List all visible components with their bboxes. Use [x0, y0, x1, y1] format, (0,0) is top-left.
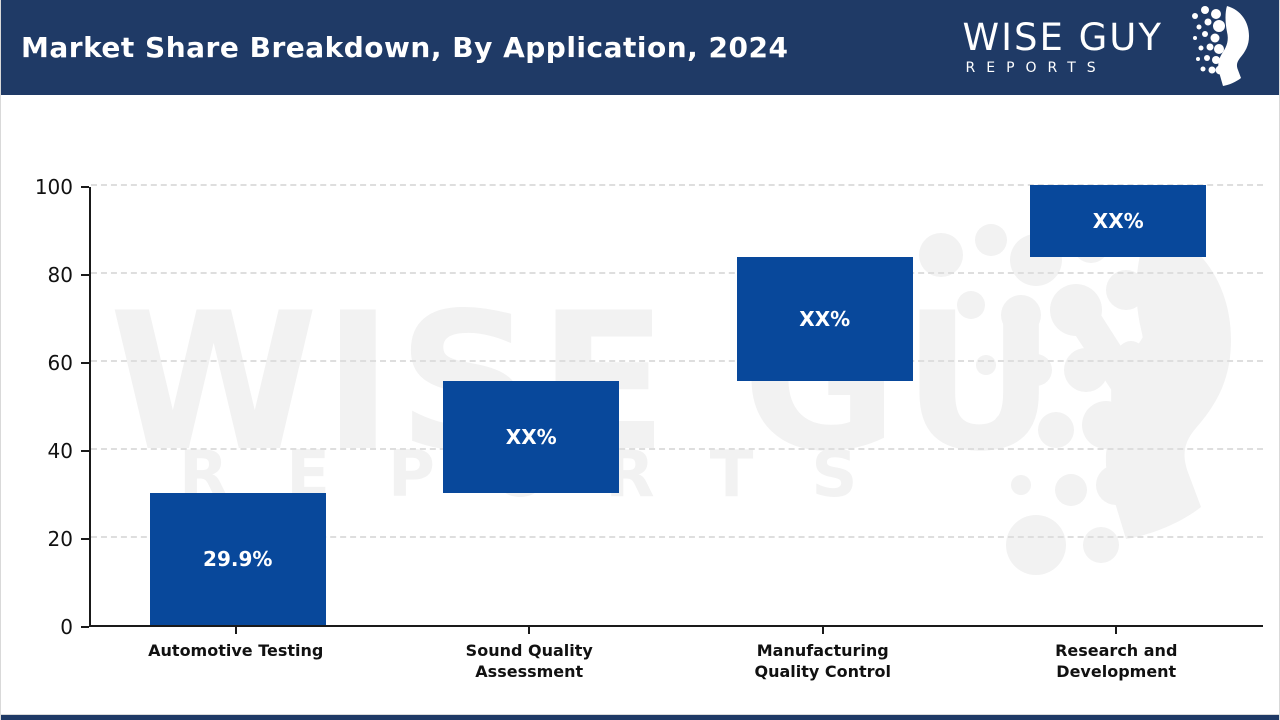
- x-category-label-sound-quality-assessment: Sound Quality Assessment: [465, 641, 593, 682]
- gridline-y20: [91, 536, 1263, 538]
- gridline-y60: [91, 360, 1263, 362]
- logo-wiseguy-label: WISE GUY: [962, 16, 1163, 59]
- y-tick-mark-80: [81, 274, 89, 276]
- gridline-y80: [91, 272, 1263, 274]
- bar-value-label: XX%: [505, 425, 557, 450]
- x-category-label-automotive-testing: Automotive Testing: [148, 641, 324, 660]
- logo-reports-label: REPORTS: [965, 60, 1107, 76]
- bar-value-label: XX%: [799, 307, 851, 332]
- bar-sound-quality-assessment: XX%: [443, 381, 620, 494]
- bar-manufacturing-quality-control: XX%: [736, 257, 913, 382]
- wiseguy-face-icon: [1192, 6, 1249, 86]
- y-tick-label-20: 20: [47, 527, 73, 551]
- x-category-label-research-and-development: Research and Development: [1055, 641, 1178, 682]
- header: Market Share Breakdown, By Application, …: [1, 0, 1279, 95]
- gridline-y100: [91, 184, 1263, 186]
- bar-research-and-development: XX%: [1030, 185, 1207, 258]
- y-tick-mark-20: [81, 538, 89, 540]
- footer-strip: [1, 715, 1279, 720]
- y-tick-label-80: 80: [47, 263, 73, 287]
- x-tick-mark-0: [234, 627, 237, 634]
- y-tick-mark-100: [81, 186, 89, 188]
- bar-value-label: XX%: [1092, 209, 1144, 234]
- x-tick-mark-2: [821, 627, 824, 634]
- gridline-y40: [91, 448, 1263, 450]
- y-tick-label-40: 40: [47, 439, 73, 463]
- wiseguy-logo: WISE GUY REPORTS: [963, 0, 1253, 95]
- y-tick-mark-40: [81, 450, 89, 452]
- x-tick-mark-1: [528, 627, 531, 634]
- y-tick-mark-0: [81, 626, 89, 628]
- plot-area: 29.9% XX% XX% XX%: [89, 184, 1263, 627]
- footer-divider: [1, 714, 1279, 715]
- x-category-label-manufacturing-quality-control: Manufacturing Quality Control: [754, 641, 892, 682]
- y-tick-label-100: 100: [34, 175, 73, 199]
- y-tick-mark-60: [81, 362, 89, 364]
- bar-automotive-testing: 29.9%: [149, 493, 326, 625]
- wiseguy-logo-text: WISE GUY REPORTS: [963, 19, 1163, 76]
- y-tick-label-0: 0: [60, 615, 73, 639]
- page-title: Market Share Breakdown, By Application, …: [21, 31, 789, 64]
- y-tick-label-60: 60: [47, 351, 73, 375]
- x-tick-mark-3: [1115, 627, 1118, 634]
- bar-value-label: 29.9%: [203, 547, 273, 572]
